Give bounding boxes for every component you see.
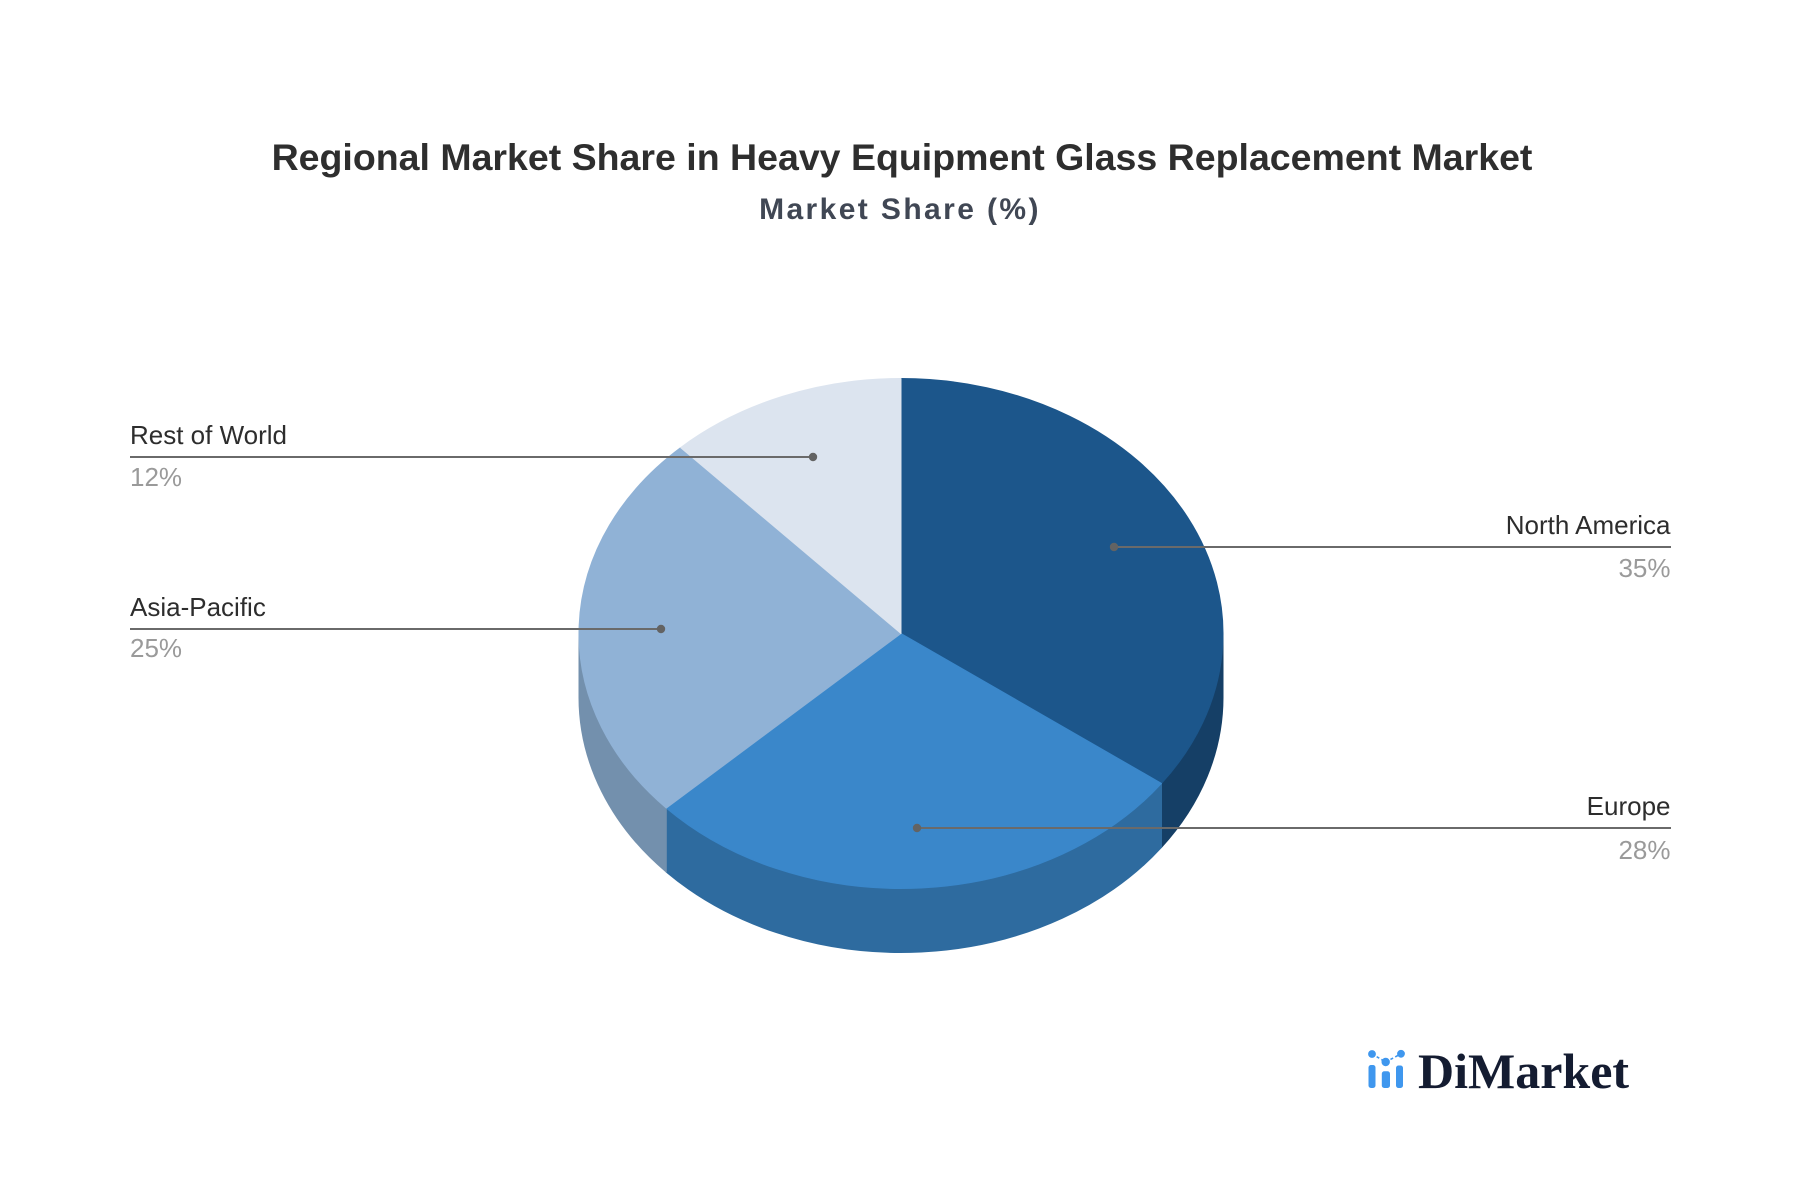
svg-text:Asia-Pacific: Asia-Pacific	[130, 592, 266, 622]
svg-text:Europe: Europe	[1587, 791, 1671, 821]
svg-text:12%: 12%	[130, 462, 182, 492]
svg-text:DiMarket: DiMarket	[1418, 1043, 1629, 1099]
svg-text:25%: 25%	[130, 633, 182, 663]
svg-text:35%: 35%	[1618, 553, 1670, 583]
svg-text:Regional Market Share in Heavy: Regional Market Share in Heavy Equipment…	[272, 136, 1533, 178]
svg-text:North America: North America	[1506, 510, 1671, 540]
svg-text:Rest of World: Rest of World	[130, 420, 287, 450]
svg-text:28%: 28%	[1618, 835, 1670, 865]
svg-text:Market Share (%): Market Share (%)	[759, 193, 1041, 226]
